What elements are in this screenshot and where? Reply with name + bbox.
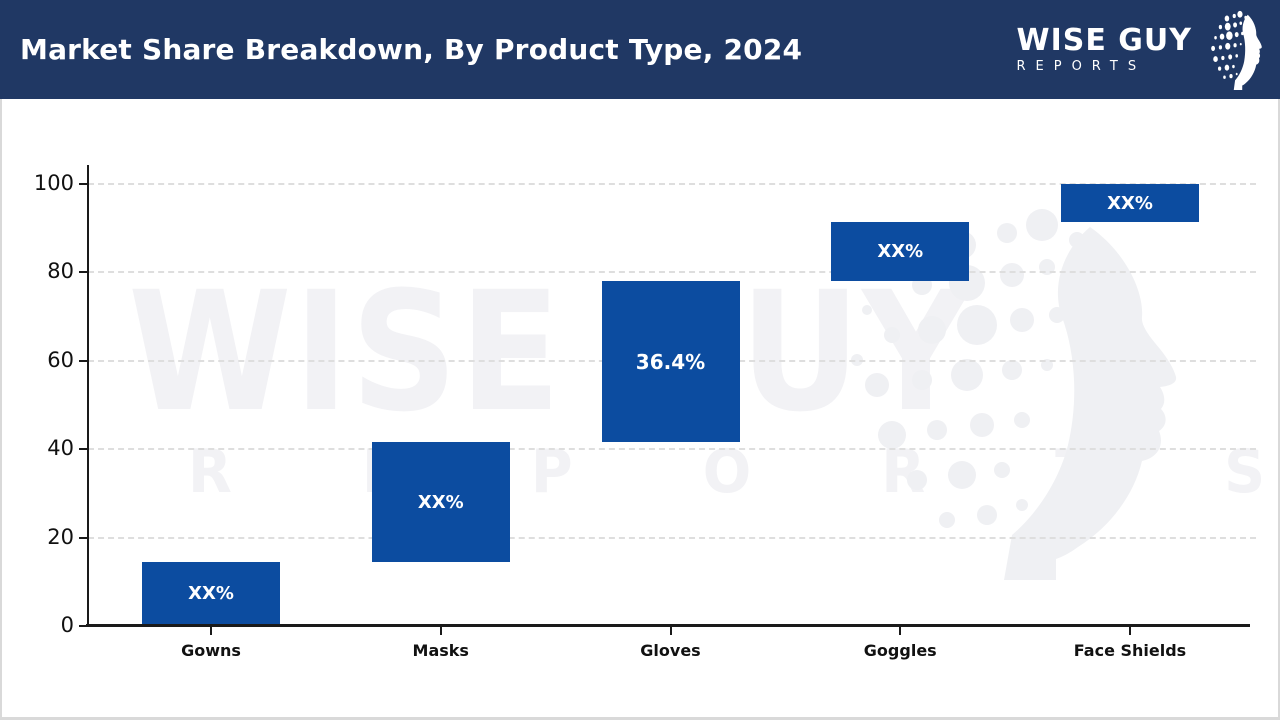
page-title: Market Share Breakdown, By Product Type,… [20, 33, 803, 66]
bar-segment: XX% [831, 222, 970, 282]
wiseguy-head-logo-icon [1211, 10, 1262, 90]
y-tick-label: 0 [60, 613, 74, 637]
bar-segment: 36.4% [601, 281, 740, 443]
x-tick-mark [899, 627, 902, 635]
y-tick-label: 80 [47, 259, 74, 284]
category-label: Masks [412, 641, 469, 660]
gridline [88, 536, 1256, 539]
category-label: Gowns [181, 641, 241, 660]
y-tick-mark [79, 448, 87, 451]
bar-value-label: 36.4% [635, 349, 706, 374]
x-axis [86, 624, 1250, 627]
bar-value-label: XX% [1107, 192, 1153, 214]
gridline [88, 271, 1256, 274]
x-tick-mark [439, 627, 442, 635]
brand-subtitle: REPORTS [1016, 59, 1147, 74]
y-tick-label: 20 [47, 524, 74, 549]
bar-value-label: XX% [188, 583, 234, 605]
y-tick-mark [79, 536, 87, 539]
y-tick-mark [79, 625, 87, 627]
x-tick-mark [210, 627, 212, 635]
x-tick-mark [669, 627, 672, 635]
bar-value-label: XX% [417, 491, 464, 513]
gridline [88, 448, 1256, 451]
x-tick-mark [1129, 627, 1131, 635]
watermark-text-primary: WISE GUY [128, 256, 972, 448]
bar-segment: XX% [142, 561, 280, 626]
header-bar: Market Share Breakdown, By Product Type,… [0, 0, 1280, 99]
y-tick-mark [79, 359, 87, 362]
category-label: Gloves [640, 641, 701, 660]
y-tick-label: 100 [33, 171, 74, 195]
category-label: Goggles [863, 641, 937, 660]
y-tick-mark [79, 271, 87, 274]
gridline [88, 183, 1256, 185]
brand-logo: WISE GUY REPORTS [1016, 10, 1266, 90]
y-tick-mark [79, 183, 87, 185]
bar-value-label: XX% [877, 241, 924, 263]
y-tick-label: 40 [47, 436, 74, 461]
brand-text: WISE GUY REPORTS [1016, 23, 1192, 74]
brand-name: WISE GUY [1016, 23, 1192, 58]
y-axis [87, 165, 89, 627]
y-tick-label: 60 [47, 347, 74, 372]
category-label: Face Shields [1073, 641, 1187, 660]
bar-segment: XX% [371, 442, 510, 562]
bar-segment: XX% [1061, 184, 1199, 222]
